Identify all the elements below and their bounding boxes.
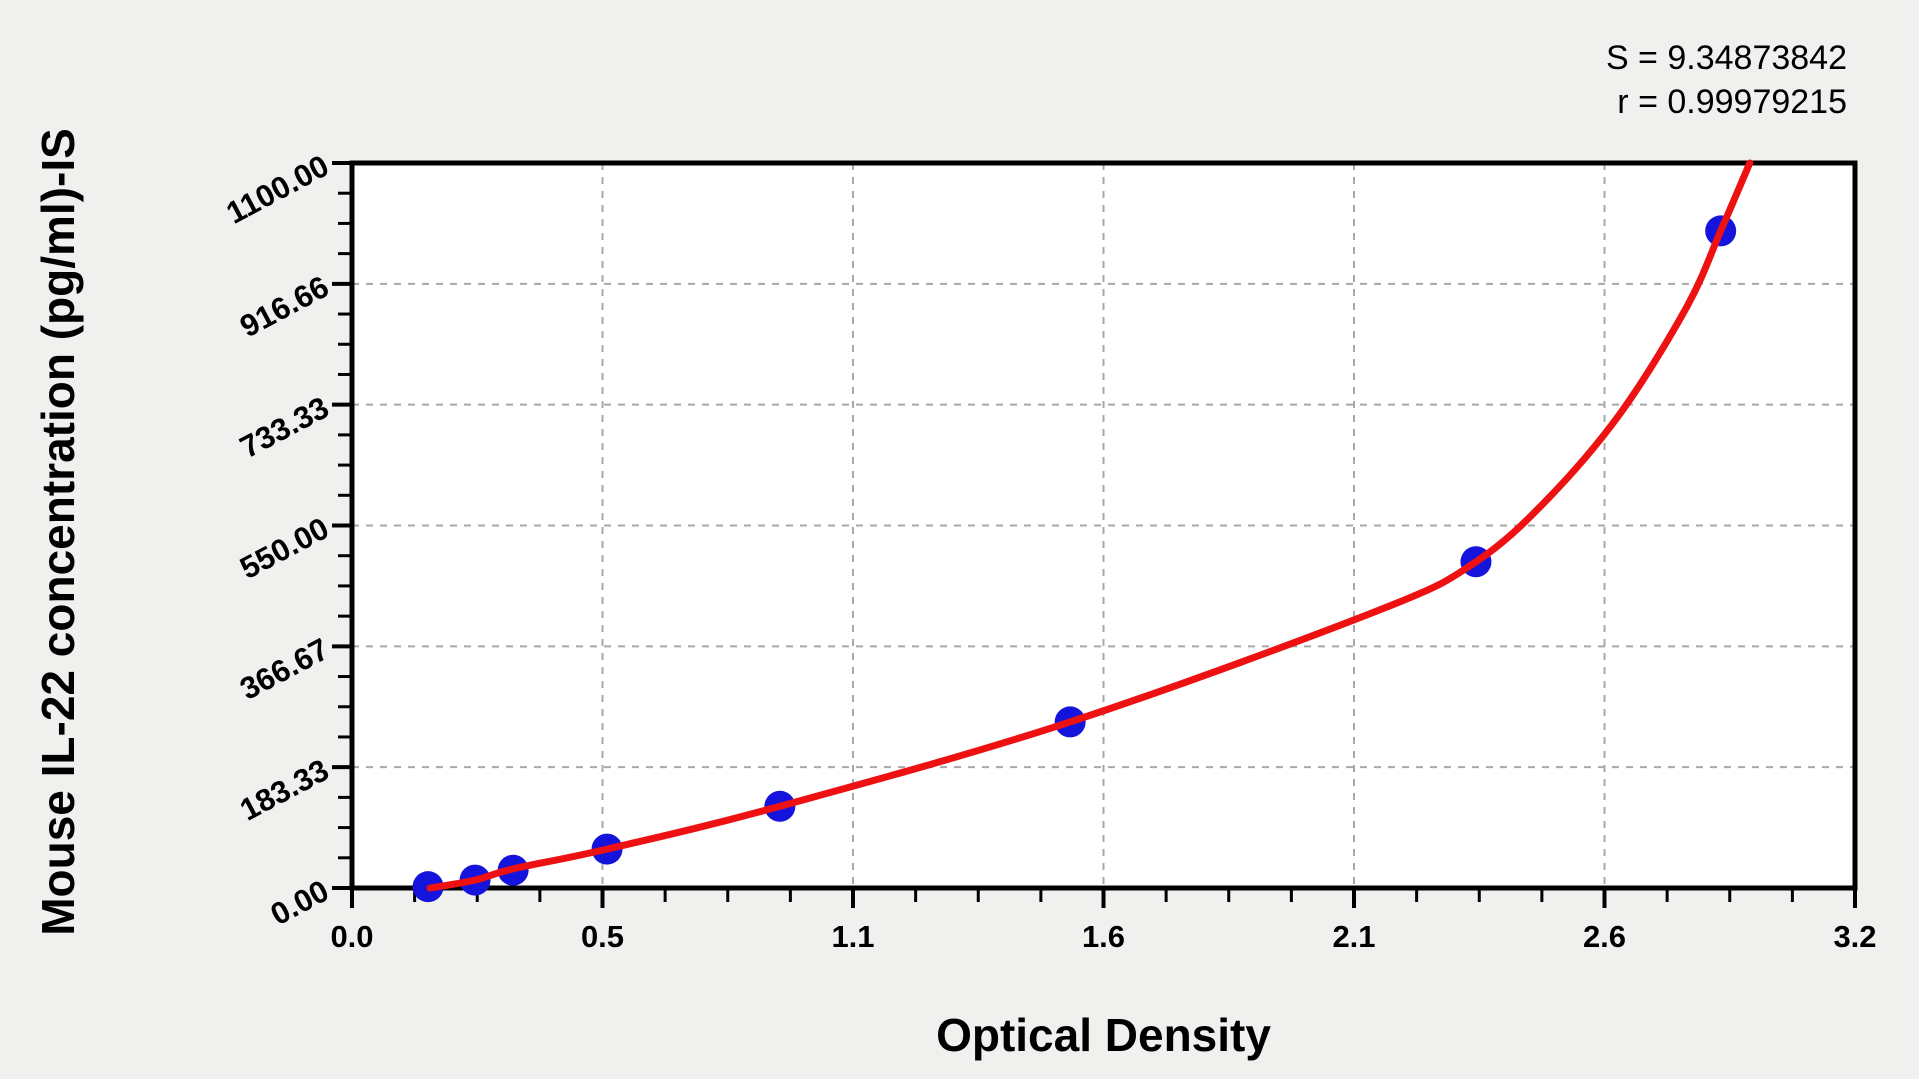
y-axis-title: Mouse IL-22 concentration (pg/ml)-IS bbox=[32, 128, 84, 936]
x-tick-label: 1.6 bbox=[1082, 919, 1125, 954]
y-tick-label: 733.33 bbox=[234, 390, 334, 465]
y-tick-label: 0.00 bbox=[265, 873, 335, 932]
fit-stat-r: r = 0.99979215 bbox=[1617, 83, 1847, 121]
x-tick-label: 1.1 bbox=[831, 919, 874, 954]
y-tick-label: 1100.00 bbox=[221, 148, 335, 231]
fit-statistics: S = 9.34873842 r = 0.99979215 bbox=[1606, 36, 1847, 124]
x-tick-label: 2.6 bbox=[1583, 919, 1626, 954]
y-tick-label: 550.00 bbox=[234, 510, 334, 585]
plot-border bbox=[349, 160, 1858, 891]
x-tick-label: 0.5 bbox=[581, 919, 624, 954]
x-tick-label: 3.2 bbox=[1833, 919, 1876, 954]
y-tick-label: 916.66 bbox=[234, 269, 334, 344]
x-tick-label: 0.0 bbox=[330, 919, 373, 954]
x-tick-label: 2.1 bbox=[1332, 919, 1375, 954]
fitted-curve bbox=[426, 159, 1754, 892]
x-axis-title: Optical Density bbox=[936, 1009, 1271, 1061]
y-tick-label: 366.67 bbox=[234, 631, 334, 706]
fit-stat-s: S = 9.34873842 bbox=[1605, 39, 1847, 77]
y-tick-label: 183.33 bbox=[234, 752, 334, 827]
